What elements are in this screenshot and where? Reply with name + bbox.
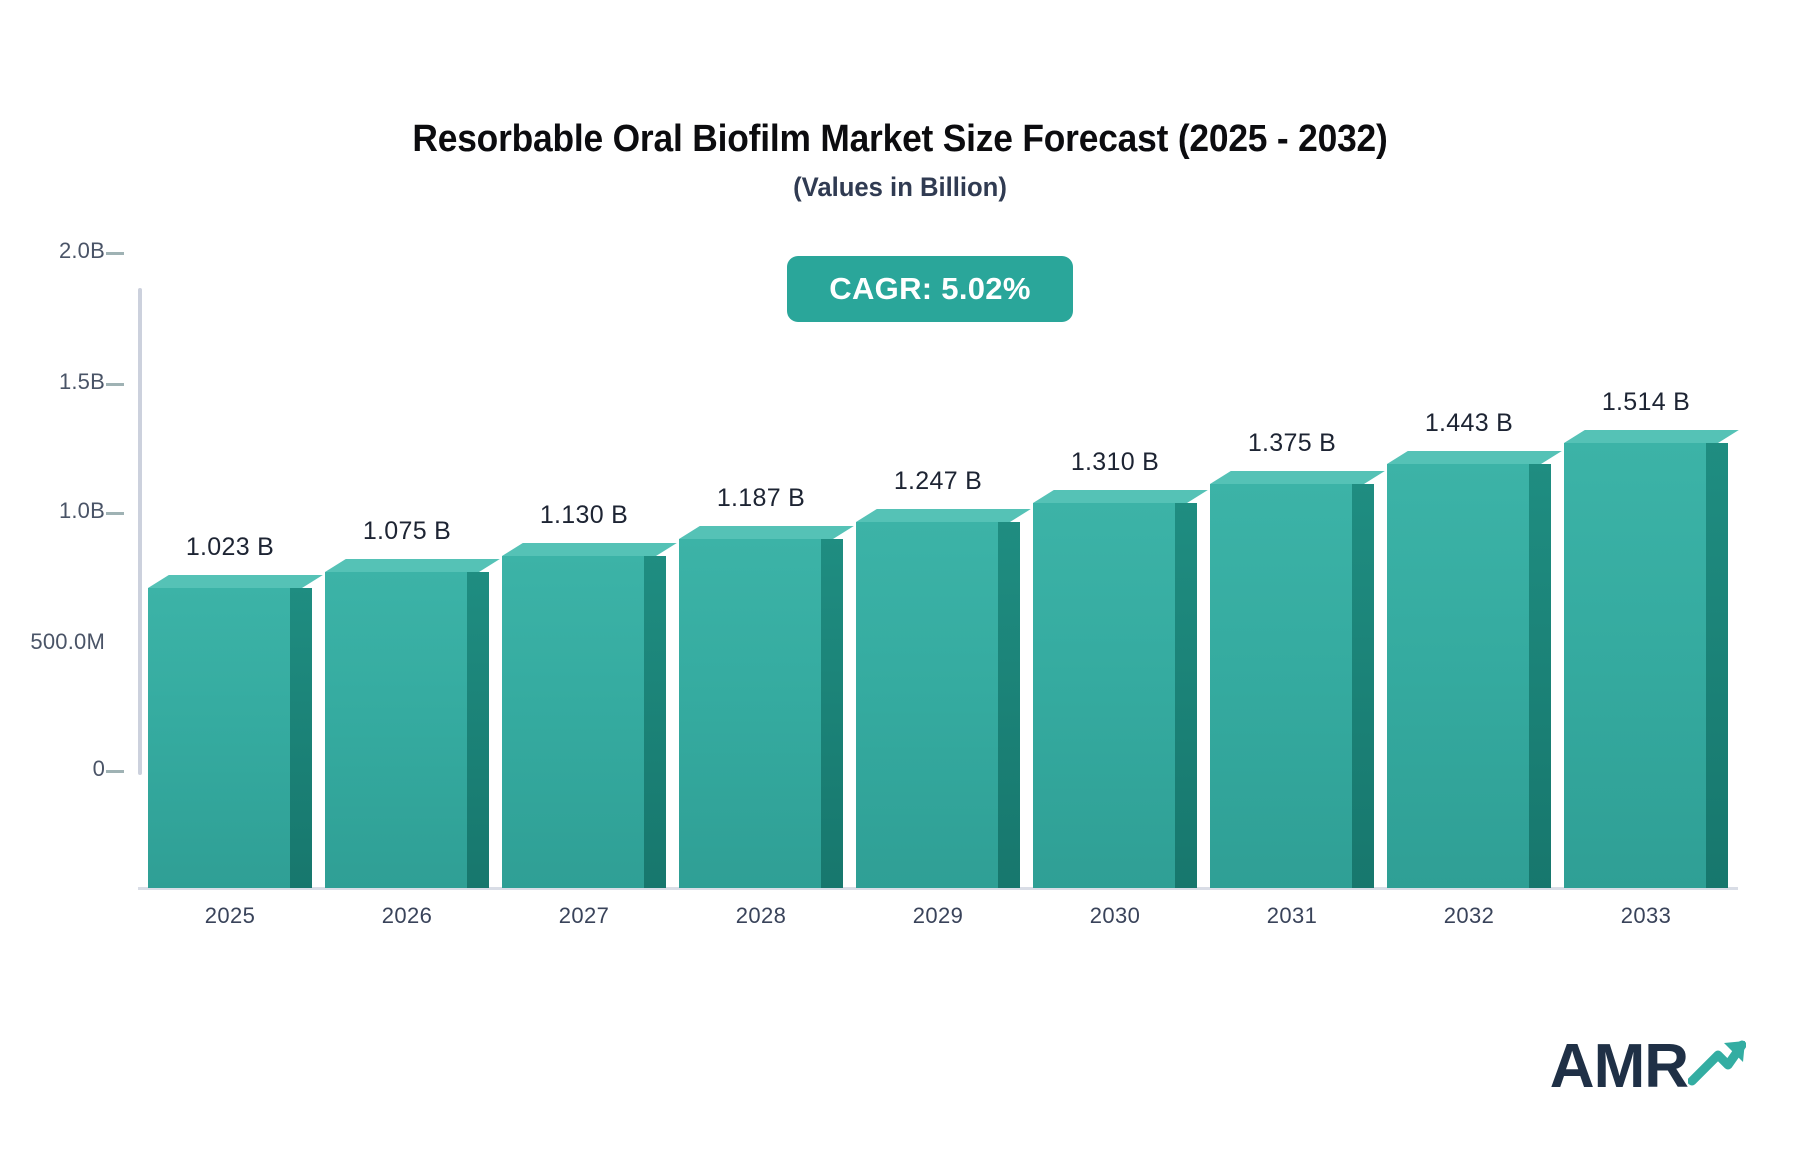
bar-front-face [148, 588, 290, 888]
bar-top-face [325, 559, 500, 572]
y-tick-label: 1.0B [58, 498, 105, 523]
bar-side-face [467, 572, 489, 888]
bar-2031 [1210, 471, 1385, 888]
x-axis-line [138, 887, 1738, 890]
bar-2032 [1387, 451, 1562, 888]
bar-top-face [1387, 451, 1562, 464]
bar-side-face [1706, 443, 1728, 888]
y-tick-label: 2.0B [58, 238, 105, 263]
bar-side-face [1352, 484, 1374, 888]
y-tick-label: 500.0M [30, 629, 105, 654]
chart-title: Resorbable Oral Biofilm Market Size Fore… [412, 118, 1388, 160]
y-tick-dash [106, 512, 124, 515]
bar-front-face [856, 522, 998, 888]
cagr-badge-label: CAGR: 5.02% [829, 271, 1031, 306]
bar-value-label: 1.187 B [716, 484, 806, 512]
x-tick-label-2027: 2027 [558, 903, 610, 928]
bar-top-face [1033, 490, 1208, 503]
amr-wordmark: AMR [1549, 1032, 1689, 1101]
x-tick-label-2025: 2025 [204, 903, 256, 928]
bar-top-face [679, 526, 854, 539]
bar-value-label: 1.247 B [893, 467, 983, 495]
bar-side-face [998, 522, 1020, 888]
bar-value-label: 1.075 B [362, 517, 452, 545]
bar-front-face [1033, 503, 1175, 888]
bar-front-face [679, 539, 821, 888]
x-tick-label-2031: 2031 [1266, 903, 1318, 928]
x-tick-label-2029: 2029 [912, 903, 964, 928]
bar-top-face [502, 543, 677, 556]
y-tick-dash [106, 770, 124, 773]
bar-value-label: 1.310 B [1070, 448, 1160, 476]
bar-front-face [325, 572, 467, 888]
cagr-badge: CAGR: 5.02% [787, 256, 1073, 322]
x-tick-label-2030: 2030 [1089, 903, 1141, 928]
bar-front-face [502, 556, 644, 888]
bar-2028 [679, 526, 854, 888]
y-tick-label: 1.5B [58, 369, 105, 394]
bar-side-face [290, 588, 312, 888]
growth-arrow-icon [1687, 1037, 1747, 1092]
bar-side-face [1529, 464, 1551, 888]
y-tick-dash [106, 383, 124, 386]
bar-2030 [1033, 490, 1208, 888]
chart-subtitle: (Values in Billion) [793, 172, 1007, 202]
bar-side-face [1175, 503, 1197, 888]
bar-value-label: 1.375 B [1247, 429, 1337, 457]
bar-value-label: 1.130 B [539, 501, 629, 529]
x-tick-label-2032: 2032 [1443, 903, 1495, 928]
bar-2026 [325, 559, 500, 888]
bar-top-face [856, 509, 1031, 522]
bar-front-face [1387, 464, 1529, 888]
bar-side-face [821, 539, 843, 888]
bar-front-face [1564, 443, 1706, 888]
bar-2033 [1564, 430, 1739, 888]
x-tick-label-2033: 2033 [1620, 903, 1672, 928]
bar-value-label: 1.023 B [185, 533, 275, 561]
bar-top-face [1210, 471, 1385, 484]
bar-2025 [148, 575, 323, 888]
amr-logo: AMR [1549, 1032, 1747, 1101]
y-tick-dash [106, 252, 124, 255]
y-tick-label: 0 [92, 756, 105, 781]
bar-front-face [1210, 484, 1352, 888]
y-axis-line [138, 288, 142, 775]
x-tick-label-2028: 2028 [735, 903, 787, 928]
bar-value-label: 1.514 B [1601, 388, 1691, 416]
bar-top-face [148, 575, 323, 588]
bar-value-label: 1.443 B [1424, 409, 1514, 437]
bar-2027 [502, 543, 677, 888]
bar-2029 [856, 509, 1031, 888]
bar-top-face [1564, 430, 1739, 443]
x-tick-label-2026: 2026 [381, 903, 433, 928]
bar-side-face [644, 556, 666, 888]
